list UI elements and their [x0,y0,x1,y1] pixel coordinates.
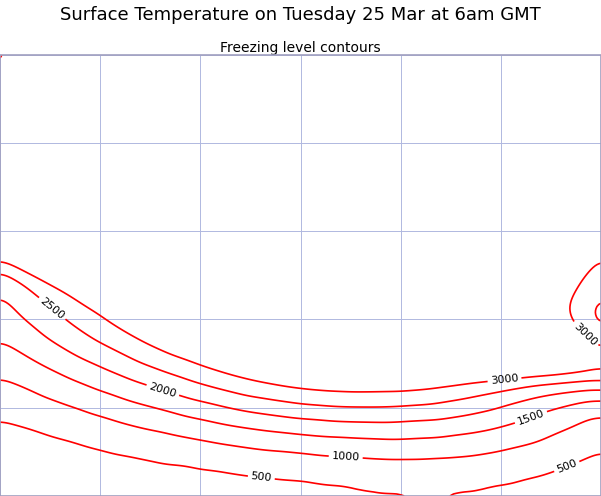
Text: 2000: 2000 [148,381,178,399]
Text: 1500: 1500 [516,408,546,427]
Text: 500: 500 [251,472,272,484]
Text: 2500: 2500 [38,296,66,321]
Text: Surface Temperature on Tuesday 25 Mar at 6am GMT: Surface Temperature on Tuesday 25 Mar at… [60,6,541,24]
Text: Freezing level contours: Freezing level contours [220,41,381,55]
Text: 1000: 1000 [332,451,360,463]
Text: 3000: 3000 [490,373,519,386]
Text: 3000: 3000 [572,321,599,348]
Text: 500: 500 [555,458,578,475]
